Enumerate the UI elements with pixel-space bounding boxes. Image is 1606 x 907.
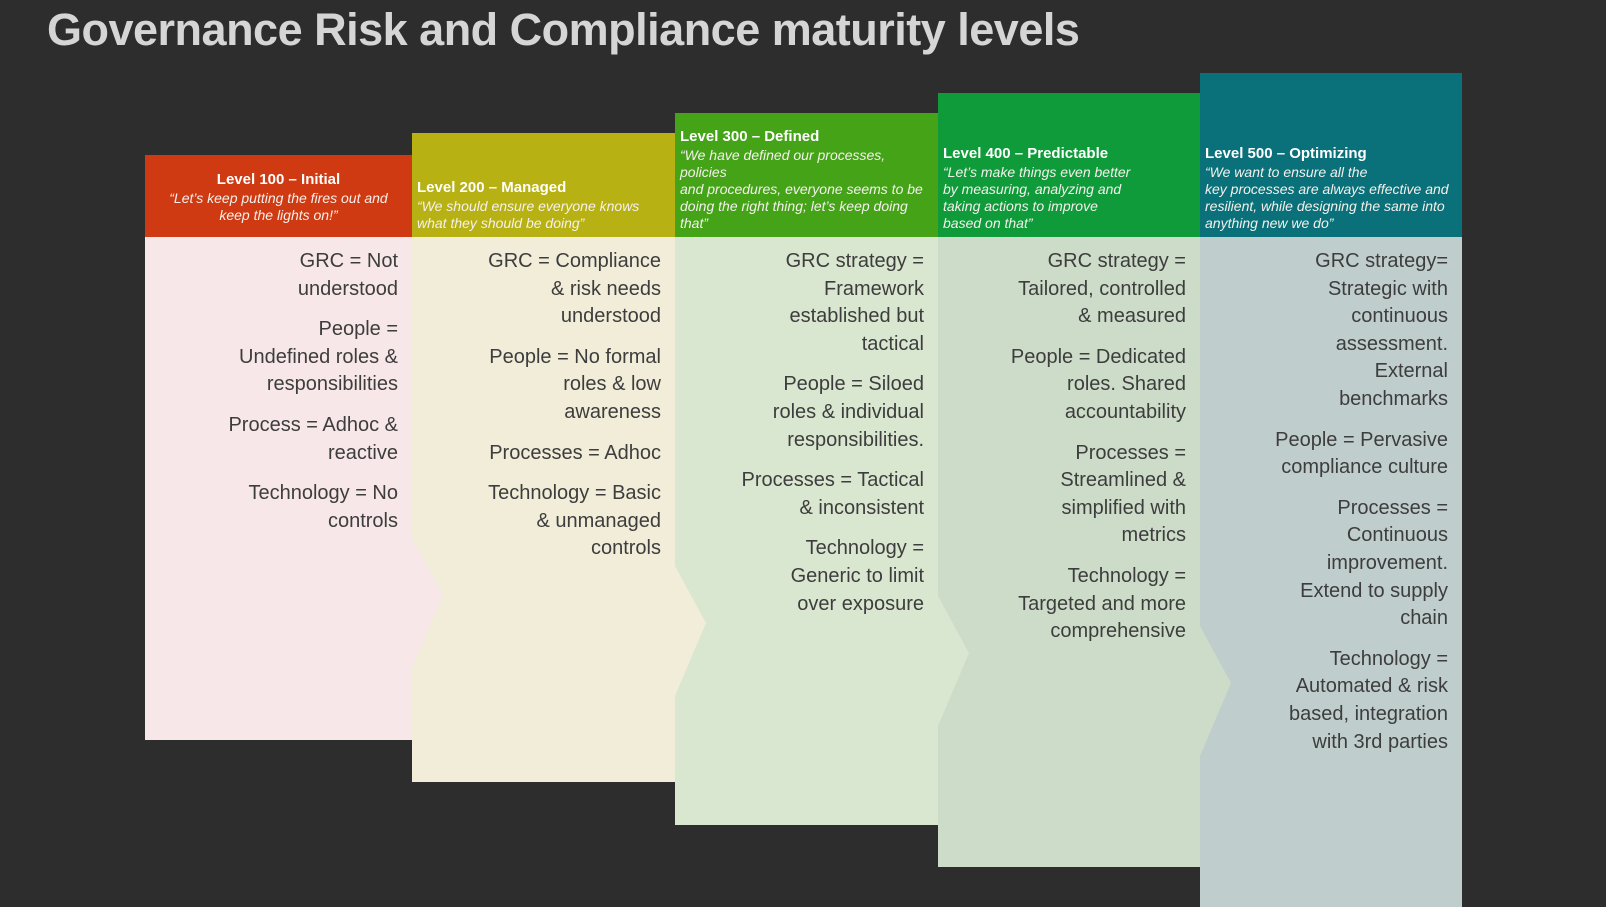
body-item: Processes = Streamlined & simplified wit… <box>1060 441 1186 547</box>
body-item: Technology = No controls <box>248 482 398 532</box>
level-title: Level 400 – Predictable <box>943 144 1109 162</box>
body-item: Processes = Tactical & inconsistent <box>741 469 925 519</box>
level-title: Level 300 – Defined <box>680 127 820 145</box>
column-body: GRC strategy= Strategic with continuous … <box>1200 237 1462 907</box>
column-body: GRC strategy = Framework established but… <box>675 237 938 825</box>
body-item: GRC strategy = Tailored, controlled & me… <box>1018 250 1186 328</box>
level-title: Level 500 – Optimizing <box>1205 144 1367 162</box>
body-item: Process = Adhoc & reactive <box>228 413 398 464</box>
level-quote: “We should ensure everyone knows what th… <box>417 197 640 231</box>
body-item: GRC strategy= Strategic with continuous … <box>1315 250 1448 410</box>
column-header: Level 100 – Initial “Let’s keep putting … <box>145 155 412 237</box>
body-item: Technology = Targeted and more comprehen… <box>1018 564 1186 643</box>
column-body: GRC = Not understood People = Undefined r… <box>145 237 412 740</box>
body-item: GRC = Compliance & risk needs understood <box>488 250 661 328</box>
column-header: Level 500 – Optimizing “We want to ensur… <box>1200 73 1462 237</box>
body-item: Technology = Basic & unmanaged controls <box>488 482 661 560</box>
body-item: Technology = Automated & risk based, int… <box>1288 647 1448 753</box>
maturity-column-level-100: Level 100 – Initial “Let’s keep putting … <box>145 155 443 740</box>
maturity-column-level-500: Level 500 – Optimizing “We want to ensur… <box>1200 73 1462 907</box>
slide-title: Governance Risk and Compliance maturity … <box>47 4 1080 55</box>
body-item: People = Dedicated roles. Shared account… <box>1010 345 1186 423</box>
maturity-column-level-300: Level 300 – Defined “We have defined our… <box>675 113 969 825</box>
body-item: Processes = Adhoc <box>489 441 661 464</box>
level-title: Level 100 – Initial <box>216 171 341 189</box>
body-item: GRC = Not understood <box>297 250 398 300</box>
level-quote: “We want to ensure all the key processes… <box>1205 163 1449 231</box>
column-header: Level 200 – Managed “We should ensure ev… <box>412 133 675 237</box>
body-item: People = Undefined roles & responsibilit… <box>239 318 398 396</box>
body-item: People = No formal roles & low awareness <box>489 345 661 423</box>
level-quote: “We have defined our processes, policies… <box>680 146 923 231</box>
body-item: People = Pervasive compliance culture <box>1275 428 1448 479</box>
body-item: Processes = Continuous improvement. Exte… <box>1300 496 1448 630</box>
column-header: Level 300 – Defined “We have defined our… <box>675 113 938 237</box>
body-item: Technology = Generic to limit over expos… <box>790 537 924 615</box>
column-body: GRC strategy = Tailored, controlled & me… <box>938 237 1200 867</box>
body-item: People = Siloed roles & individual respo… <box>772 373 924 451</box>
level-quote: “Let’s make things even better by measur… <box>943 163 1131 231</box>
body-item: GRC strategy = Framework established but… <box>785 250 924 355</box>
maturity-column-level-200: Level 200 – Managed “We should ensure ev… <box>412 133 706 782</box>
column-body: GRC = Compliance & risk needs understood… <box>412 237 675 782</box>
level-title: Level 200 – Managed <box>417 179 567 197</box>
level-quote: “Let’s keep putting the fires out and ke… <box>169 189 388 223</box>
maturity-column-level-400: Level 400 – Predictable “Let’s make thin… <box>938 93 1231 867</box>
column-header: Level 400 – Predictable “Let’s make thin… <box>938 93 1200 237</box>
